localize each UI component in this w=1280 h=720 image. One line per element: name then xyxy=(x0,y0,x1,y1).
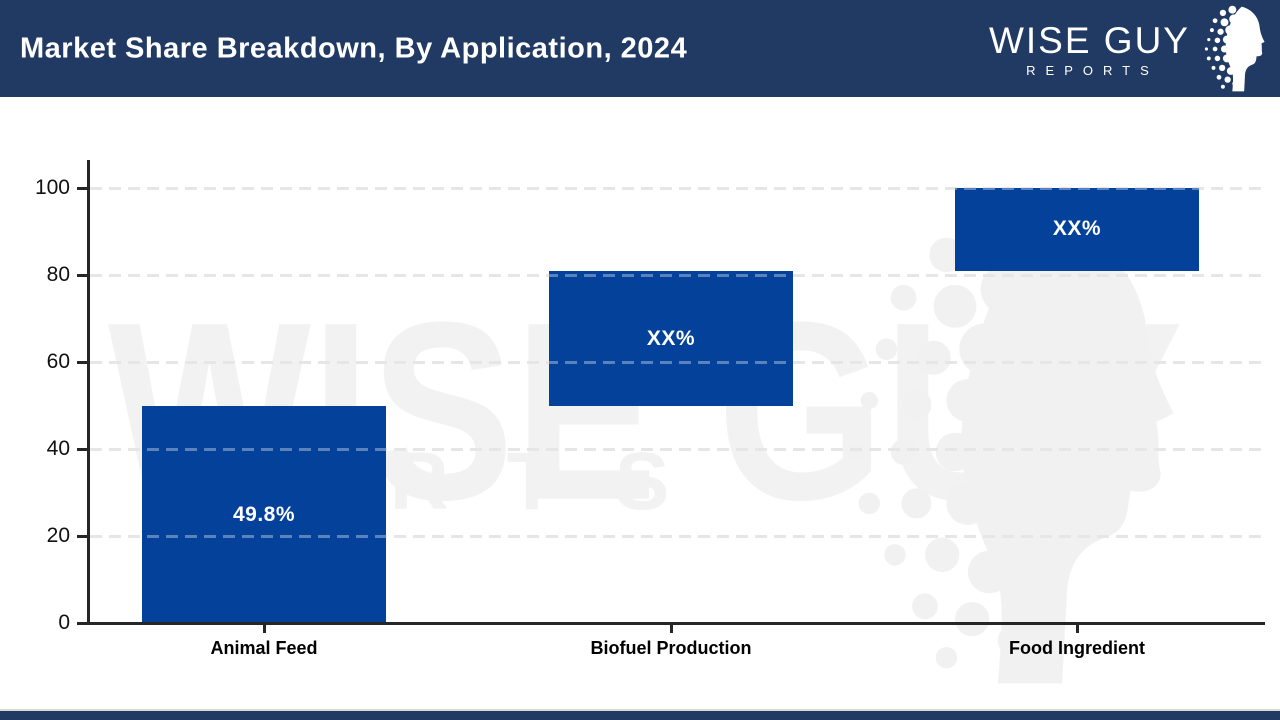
y-tick-label-40: 40 xyxy=(46,437,70,460)
gridline-100 xyxy=(90,187,1262,190)
gridline-overlay-80 xyxy=(90,274,1262,277)
y-axis-tick-40 xyxy=(77,448,88,451)
footer-divider xyxy=(0,709,1280,711)
logo-brand-name: WISE GUY xyxy=(988,19,1190,61)
bar-animal-feed: 49.8% xyxy=(142,406,386,623)
logo-text: WISE GUY REPORTS xyxy=(989,22,1190,77)
gridline-20 xyxy=(90,535,1262,538)
x-axis-tick-0 xyxy=(263,624,266,633)
footer-bar xyxy=(0,711,1280,720)
x-axis-line xyxy=(87,622,1265,625)
gridline-overlay-40 xyxy=(90,448,1262,451)
watermark-head-icon xyxy=(847,216,1174,684)
bar-value-label: XX% xyxy=(646,326,696,350)
y-axis-tick-60 xyxy=(77,361,88,364)
logo-brand-sub: REPORTS xyxy=(1026,62,1159,78)
y-tick-label-80: 80 xyxy=(46,263,70,286)
y-tick-label-0: 0 xyxy=(58,611,70,634)
y-axis-tick-100 xyxy=(77,187,88,190)
y-axis-tick-20 xyxy=(77,535,88,538)
bar-value-label: 49.8% xyxy=(232,502,296,526)
chart-area: WISE GUY PORTS 0 20 40 60 80 100 49.8% XX% XX% An… xyxy=(0,97,1280,710)
gridline-overlay-60 xyxy=(90,361,1262,364)
x-axis-tick-2 xyxy=(1076,624,1079,633)
x-category-label-2: Food Ingredient xyxy=(1009,638,1145,658)
gridline-overlay-100 xyxy=(90,187,1262,190)
y-axis-tick-0 xyxy=(77,622,88,625)
x-axis-tick-1 xyxy=(670,624,673,633)
dotted-head-icon xyxy=(1204,5,1265,92)
y-tick-label-60: 60 xyxy=(46,350,70,373)
y-tick-label-20: 20 xyxy=(46,524,70,547)
header-bar: Market Share Breakdown, By Application, … xyxy=(0,0,1280,97)
bar-food-ingredient: XX% xyxy=(955,188,1199,271)
x-category-label-1: Biofuel Production xyxy=(590,638,752,658)
page-title: Market Share Breakdown, By Application, … xyxy=(20,32,688,64)
gridline-overlay-20 xyxy=(90,535,1262,538)
y-tick-label-100: 100 xyxy=(34,176,70,199)
x-category-label-0: Animal Feed xyxy=(210,638,318,658)
gridline-40 xyxy=(90,448,1262,451)
wise-guy-reports-logo: WISE GUY REPORTS xyxy=(989,4,1266,94)
bar-biofuel-production: XX% xyxy=(549,270,793,407)
bar-value-label: XX% xyxy=(1052,217,1102,241)
y-axis-line xyxy=(87,160,90,625)
y-axis-tick-80 xyxy=(77,274,88,277)
